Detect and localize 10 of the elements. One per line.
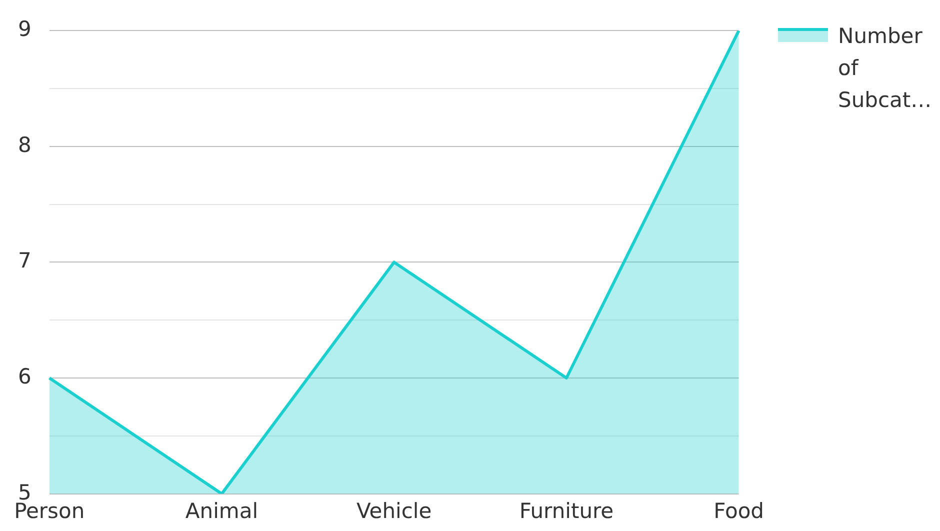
x-tick-label: Person bbox=[14, 498, 85, 523]
legend-label: Number of Subcat… bbox=[838, 23, 933, 114]
y-tick-label: 9 bbox=[18, 17, 32, 42]
y-tick-label: 8 bbox=[18, 132, 32, 157]
y-tick-label: 7 bbox=[18, 248, 32, 273]
y-tick-label: 6 bbox=[18, 364, 32, 388]
x-tick-label: Vehicle bbox=[356, 498, 432, 523]
x-tick-label: Furniture bbox=[519, 498, 614, 523]
x-tick-label: Food bbox=[714, 498, 764, 523]
x-tick-label: Animal bbox=[185, 498, 258, 523]
